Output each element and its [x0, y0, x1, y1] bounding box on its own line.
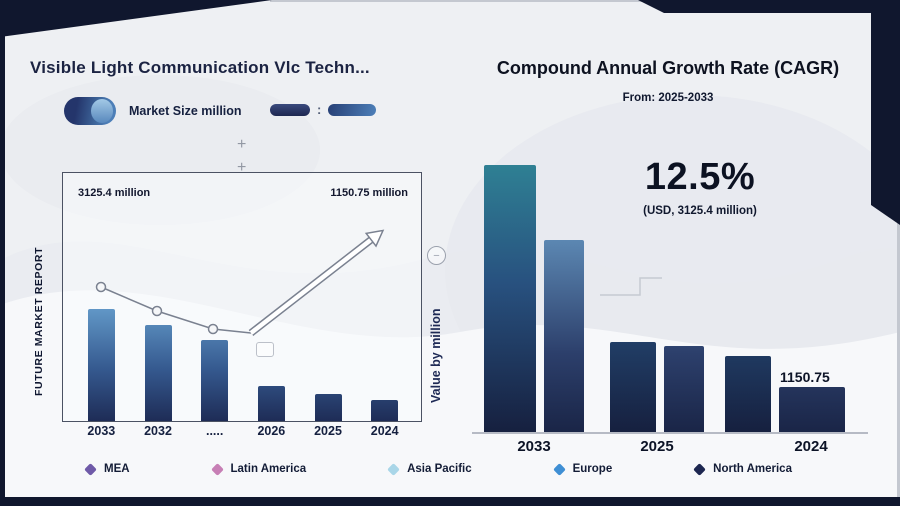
- cylinder-icon: [64, 97, 116, 125]
- legend-label: Europe: [572, 463, 613, 475]
- legend-label: North America: [713, 463, 792, 475]
- ratio-pills: :: [270, 102, 377, 117]
- right-x-label: 2025: [640, 438, 674, 455]
- right-bar: [484, 165, 536, 432]
- pill-blue-icon: [328, 103, 377, 116]
- right-bar: [610, 342, 656, 432]
- legend-diamond-icon: [387, 462, 400, 476]
- legend-diamond-icon: [693, 462, 707, 476]
- end-value-label: 1150.75: [780, 369, 830, 385]
- right-chart-title: Compound Annual Growth Rate (CAGR): [496, 58, 840, 78]
- right-chart: [472, 148, 868, 434]
- left-x-label: 2024: [370, 424, 399, 438]
- legend-item: North America: [693, 462, 792, 476]
- legend-item: MEA: [84, 462, 130, 476]
- right-bar-group: [484, 165, 584, 432]
- right-bar: [725, 356, 771, 432]
- left-chart: 3125.4 million 1150.75 million: [62, 172, 422, 422]
- left-bar: [87, 309, 115, 421]
- left-bar-cell: [73, 291, 130, 421]
- left-bars: [73, 291, 413, 421]
- right-bar: [779, 387, 845, 432]
- left-bar-cell: [186, 291, 243, 421]
- market-size-label: Market Size million: [129, 104, 242, 118]
- left-x-label: 2025: [314, 424, 342, 438]
- legend-label: MEA: [104, 463, 130, 475]
- left-x-label: 2026: [257, 424, 286, 438]
- left-bar: [371, 400, 399, 421]
- region-legend: MEA Latin America Asia Pacific Europe North …: [84, 462, 792, 476]
- left-x-labels: 2033 2032..... 2026 2025 2024: [73, 424, 413, 438]
- left-bar-cell: [130, 291, 187, 421]
- left-x-label: 2033: [87, 424, 116, 438]
- max-value-label: 3125.4 million: [78, 187, 151, 199]
- ratio-colon: :: [317, 102, 322, 117]
- legend-diamond-icon: [84, 462, 97, 476]
- legend-diamond-icon: [552, 462, 566, 476]
- right-x-label: 2033: [517, 438, 551, 455]
- value-axis-label: Value by million: [429, 308, 443, 404]
- right-bar-group: [725, 356, 845, 432]
- right-bar-group: [610, 342, 704, 432]
- left-chart-title: Visible Light Communication Vlc Techn...: [30, 58, 370, 77]
- minus-circle-icon: −: [427, 246, 446, 265]
- left-bar-cell: [300, 291, 357, 421]
- left-bar: [314, 394, 342, 421]
- plus-icon: +: [237, 136, 247, 153]
- image-placeholder-icon: [256, 342, 274, 357]
- left-bar: [201, 340, 229, 421]
- left-x-label: .....: [205, 424, 224, 438]
- left-bar: [144, 325, 172, 421]
- legend-item: Europe: [552, 462, 613, 476]
- future-market-report-label: FUTURE MARKET REPORT: [33, 246, 45, 396]
- minus-glyph: −: [433, 249, 440, 262]
- legend-diamond-icon: [210, 462, 224, 476]
- legend-label: Asia Pacific: [407, 463, 472, 475]
- right-bar: [664, 346, 704, 432]
- left-bar: [257, 386, 285, 421]
- left-x-label: 2032: [144, 424, 172, 438]
- legend-item: Asia Pacific: [387, 462, 472, 476]
- min-value-label: 1150.75 million: [330, 187, 408, 199]
- pill-dark-icon: [270, 103, 310, 116]
- legend-item: Latin America: [210, 462, 307, 476]
- right-bar: [544, 240, 584, 432]
- legend-label: Latin America: [230, 463, 307, 475]
- right-chart-subtitle: From: 2025-2033: [622, 92, 714, 104]
- left-bar-cell: [356, 291, 413, 421]
- right-x-label: 2024: [794, 438, 828, 455]
- market-size-legend: Market Size million: [64, 97, 242, 125]
